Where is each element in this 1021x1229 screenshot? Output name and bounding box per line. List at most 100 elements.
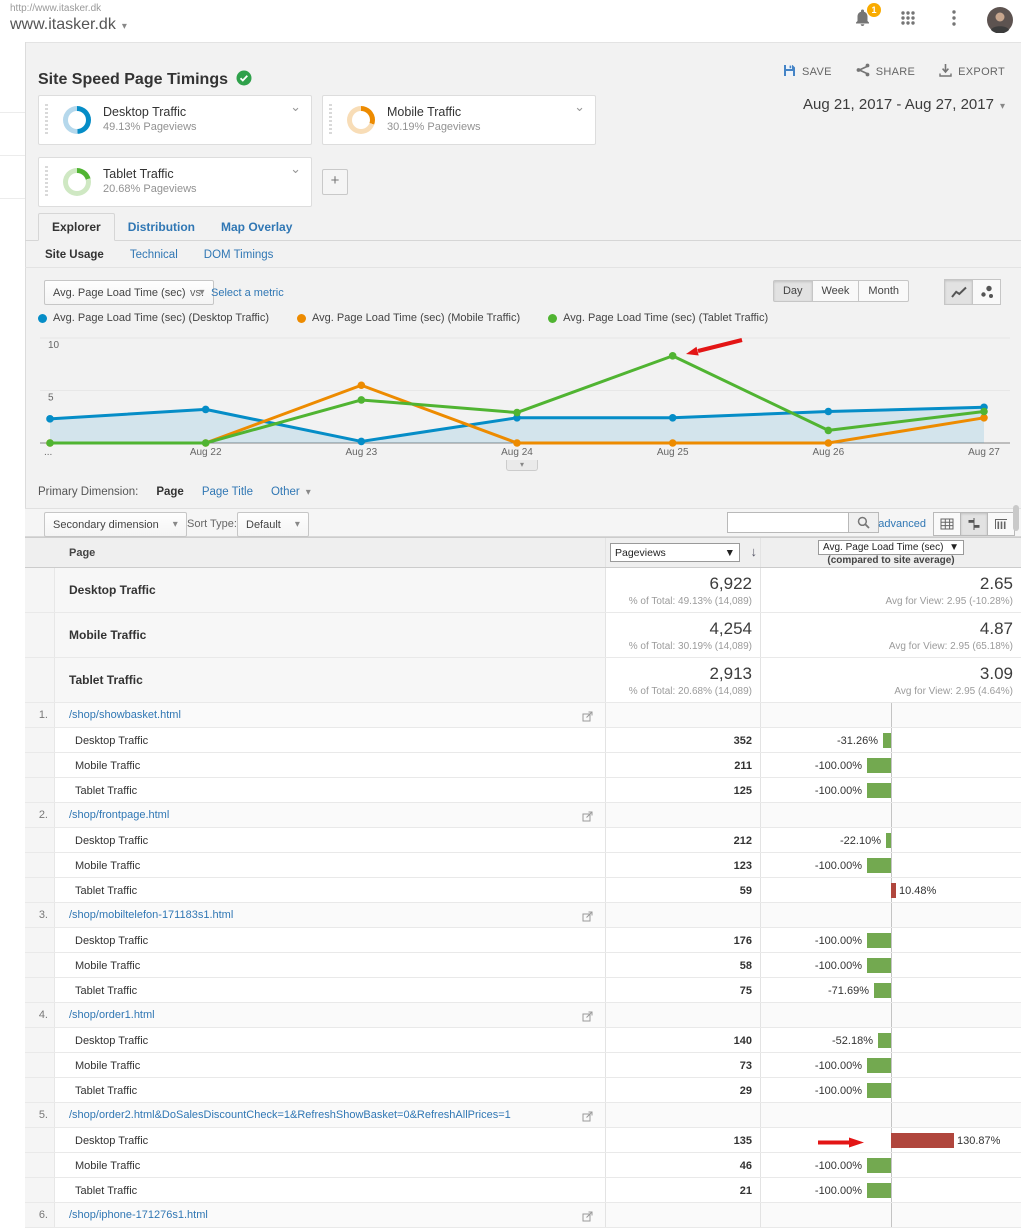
external-link-icon[interactable] — [582, 1009, 593, 1027]
drag-handle[interactable] — [45, 166, 48, 198]
search-button[interactable] — [848, 512, 879, 533]
more-menu-button[interactable] — [941, 7, 967, 33]
subtab-dom-timings[interactable]: DOM Timings — [203, 248, 274, 261]
annotations-toggle[interactable]: ▾ — [506, 460, 538, 471]
segment-name: Mobile Traffic — [387, 105, 462, 119]
device-row: Desktop Traffic 212 -22.10% — [25, 828, 1021, 853]
external-link-icon[interactable] — [582, 709, 593, 727]
comparison-percent: -71.69% — [828, 985, 869, 997]
mobile-donut-chart — [347, 106, 375, 134]
chevron-down-icon[interactable]: ⌄ — [574, 99, 585, 114]
comparison-percent: -100.00% — [814, 1085, 862, 1097]
comparison-bar — [867, 933, 891, 948]
pageviews-value: 46 — [739, 1160, 752, 1172]
table-view-button[interactable] — [933, 512, 961, 536]
desktop-donut-chart — [63, 106, 91, 134]
sort-type-dropdown[interactable]: Default ▾ — [237, 512, 309, 537]
chevron-down-icon: ▾ — [199, 287, 205, 298]
primary-dimension-page[interactable]: Page — [156, 486, 184, 498]
scrollbar-thumb[interactable] — [1013, 505, 1019, 531]
motion-chart-toggle-button[interactable] — [972, 279, 1001, 305]
summary-row: Mobile Traffic 4,254 % of Total: 30.19% … — [25, 613, 1021, 658]
pageviews-value: 75 — [739, 985, 752, 997]
tab-distribution[interactable]: Distribution — [127, 220, 196, 234]
notifications-button[interactable]: 1 — [849, 3, 881, 33]
page-link[interactable]: /shop/showbasket.html — [69, 709, 181, 721]
page-link[interactable]: /shop/mobiltelefon-171183s1.html — [69, 909, 234, 921]
account-avatar[interactable] — [987, 7, 1013, 33]
page-link[interactable]: /shop/frontpage.html — [69, 809, 170, 821]
chevron-down-icon[interactable]: ⌄ — [290, 99, 301, 114]
apps-grid-button[interactable] — [895, 7, 921, 33]
metric-dropdown[interactable]: Avg. Page Load Time (sec) ▾ — [44, 280, 214, 305]
table-view-icon — [940, 518, 954, 530]
device-row: Tablet Traffic 75 -71.69% — [25, 978, 1021, 1003]
device-row: Mobile Traffic 46 -100.00% — [25, 1153, 1021, 1178]
external-link-icon[interactable] — [582, 1209, 593, 1227]
segment-name: Tablet Traffic — [103, 167, 174, 181]
granularity-day[interactable]: Day — [772, 280, 813, 302]
comparison-percent: -22.10% — [840, 835, 881, 847]
table-search-input[interactable] — [727, 512, 849, 533]
page-link[interactable]: /shop/iphone-171276s1.html — [69, 1209, 208, 1221]
external-link-icon[interactable] — [582, 809, 593, 827]
page-row: 2. /shop/frontpage.html — [25, 803, 1021, 828]
timeseries-chart[interactable]: 5 10... Aug 22 Aug 23 Aug 24 Aug 25 Aug 26 Aug … — [30, 333, 1015, 465]
device-row: Desktop Traffic 140 -52.18% — [25, 1028, 1021, 1053]
comparison-view-button[interactable] — [960, 512, 988, 536]
segment-card-mobile[interactable]: Mobile Traffic 30.19% Pageviews ⌄ — [322, 95, 596, 145]
pageviews-value: 176 — [733, 935, 752, 947]
table-controls-bar: Secondary dimension ▾ Sort Type: Default ▾… — [25, 508, 1021, 537]
save-button[interactable]: SAVE — [783, 63, 832, 80]
legend-label: Avg. Page Load Time (sec) (Tablet Traffi… — [563, 312, 769, 324]
property-selector[interactable]: www.itasker.dk ▾ — [10, 16, 127, 34]
select-metric-link[interactable]: Select a metric — [211, 287, 284, 299]
chevron-down-icon[interactable]: ⌄ — [290, 161, 301, 176]
chart-legend: Avg. Page Load Time (sec) (Desktop Traff… — [38, 312, 768, 324]
notification-badge: 1 — [867, 3, 881, 17]
date-range-selector[interactable]: Aug 21, 2017 - Aug 27, 2017 ▾ — [802, 96, 1005, 113]
segment-card-desktop[interactable]: Desktop Traffic 49.13% Pageviews ⌄ — [38, 95, 312, 145]
page-link[interactable]: /shop/order2.html&DoSalesDiscountCheck=1… — [69, 1109, 511, 1121]
line-chart-toggle-button[interactable] — [944, 279, 973, 305]
legend-dot — [548, 313, 558, 323]
pageviews-value: 352 — [733, 735, 752, 747]
page-link[interactable]: /shop/order1.html — [69, 1009, 155, 1021]
granularity-month[interactable]: Month — [858, 280, 909, 302]
metric-column-dropdown[interactable]: Avg. Page Load Time (sec) ▼ — [818, 540, 964, 555]
advanced-search-link[interactable]: advanced — [878, 518, 926, 530]
subtab-site-usage[interactable]: Site Usage — [45, 248, 104, 261]
tab-explorer[interactable]: Explorer — [38, 213, 115, 241]
segment-card-tablet[interactable]: Tablet Traffic 20.68% Pageviews ⌄ — [38, 157, 312, 207]
export-icon — [939, 63, 952, 80]
comparison-bar — [867, 1083, 891, 1098]
drag-handle[interactable] — [45, 104, 48, 136]
device-row: Tablet Traffic 125 -100.00% — [25, 778, 1021, 803]
external-link-icon[interactable] — [582, 909, 593, 927]
tab-map-overlay[interactable]: Map Overlay — [221, 220, 293, 234]
sort-descending-icon[interactable]: ↓ — [750, 544, 758, 559]
secondary-dimension-dropdown[interactable]: Secondary dimension ▾ — [44, 512, 187, 537]
primary-dimension-page-title[interactable]: Page Title — [201, 486, 253, 498]
summary-metric-value: 2.65 — [979, 574, 1013, 593]
export-button[interactable]: EXPORT — [939, 63, 1005, 80]
comparison-percent: 130.87% — [957, 1135, 1001, 1147]
share-button[interactable]: SHARE — [856, 63, 915, 80]
comparison-percent: 10.48% — [899, 885, 937, 897]
subtab-technical[interactable]: Technical — [129, 248, 178, 261]
collapsed-sidebar[interactable] — [0, 42, 26, 1229]
pageviews-column-dropdown[interactable]: Pageviews ▼ — [610, 543, 740, 562]
avatar — [987, 7, 1013, 33]
drag-handle[interactable] — [329, 104, 332, 136]
add-segment-button[interactable]: + — [322, 169, 348, 195]
chevron-down-icon: ▾ — [999, 101, 1005, 112]
pageviews-value: 21 — [739, 1185, 752, 1197]
pivot-view-button[interactable] — [987, 512, 1015, 536]
chevron-down-icon: ▾ — [305, 487, 311, 498]
device-row: Mobile Traffic 73 -100.00% — [25, 1053, 1021, 1078]
primary-dimension-other[interactable]: Other ▾ — [270, 486, 311, 498]
vs-label: vs. — [190, 287, 205, 299]
device-row: Desktop Traffic 135 130.87% — [25, 1128, 1021, 1153]
external-link-icon[interactable] — [582, 1109, 593, 1127]
granularity-week[interactable]: Week — [811, 280, 860, 302]
